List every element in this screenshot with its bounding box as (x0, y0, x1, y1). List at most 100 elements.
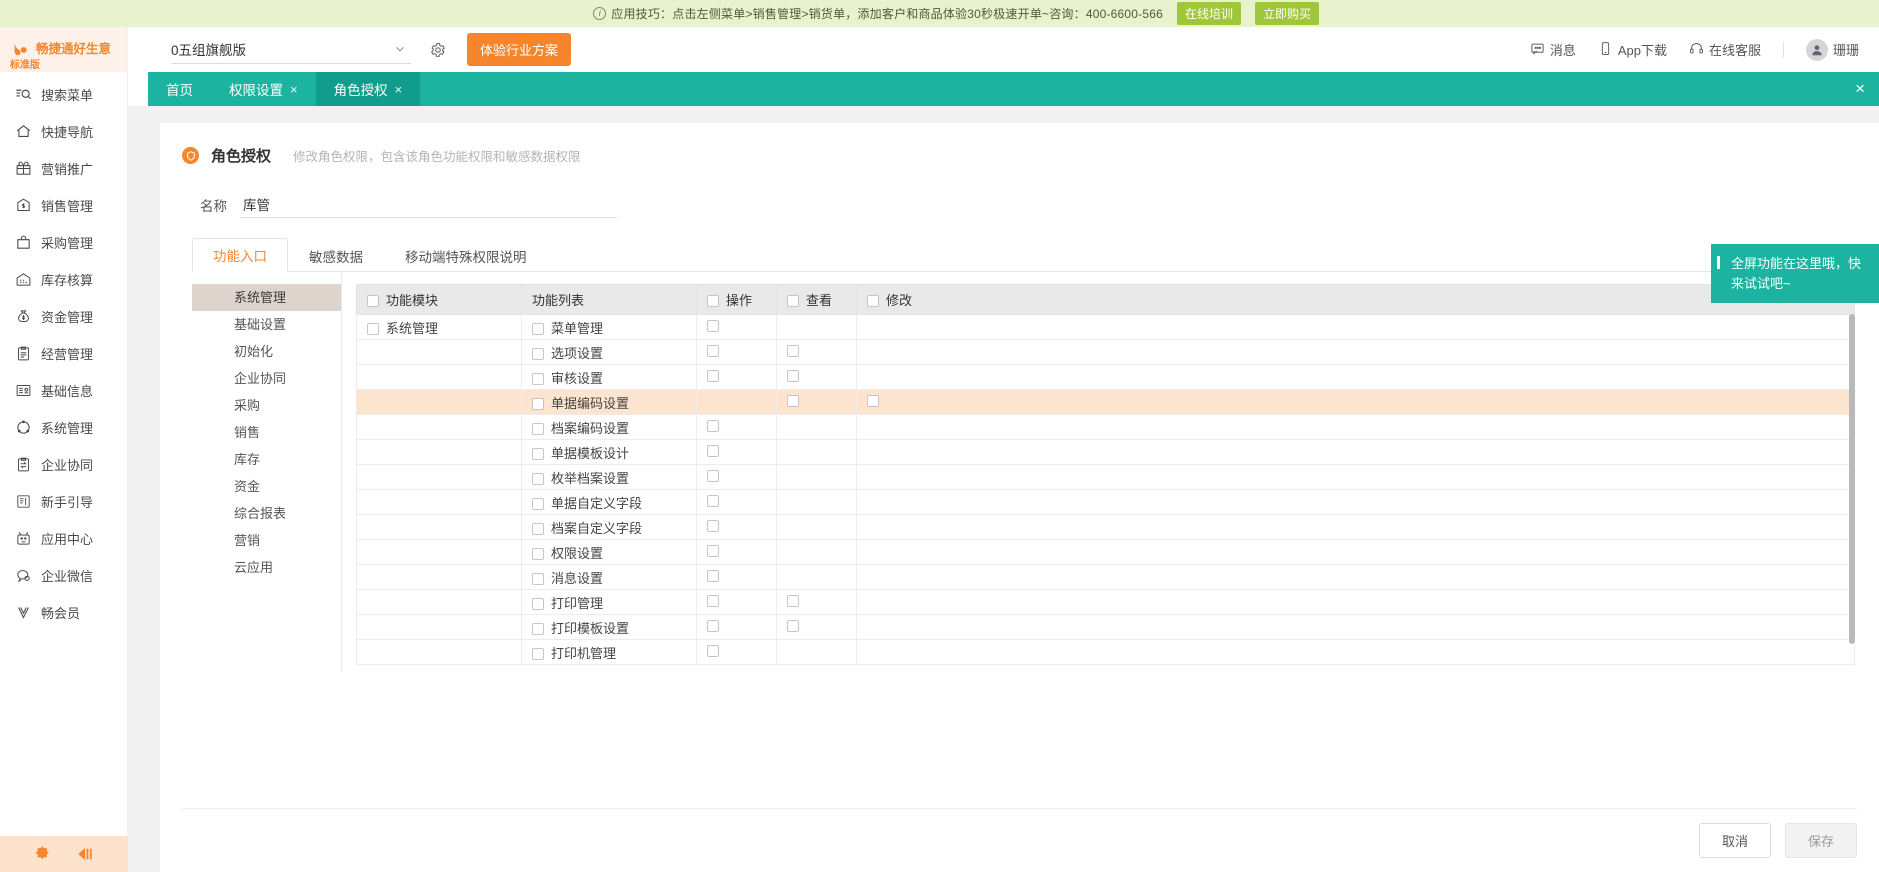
table-row[interactable]: 权限设置 (356, 539, 1855, 565)
row-checkbox[interactable] (532, 597, 544, 610)
online-training-button[interactable]: 在线培训 (1176, 2, 1241, 25)
table-row[interactable]: 档案自定义字段 (356, 514, 1855, 540)
row-checkbox[interactable] (367, 322, 379, 335)
tree-item-basic-settings[interactable]: 基础设置 (234, 317, 287, 332)
app-download-button[interactable]: App下载 (1598, 40, 1667, 59)
experience-industry-solution-button[interactable]: 体验行业方案 (467, 33, 572, 66)
tree-item-cloud-apps[interactable]: 云应用 (234, 560, 274, 575)
sidebar-item-quick-nav[interactable]: 快捷导航 (0, 113, 127, 150)
tree-item-sales[interactable]: 销售 (234, 425, 261, 440)
close-all-tabs-icon[interactable]: × (1855, 79, 1865, 98)
permission-checkbox[interactable] (707, 344, 719, 357)
sidebar-item-system[interactable]: 系统管理 (0, 409, 127, 446)
sidebar-item-operations[interactable]: 经营管理 (0, 335, 127, 372)
permission-checkbox[interactable] (707, 444, 719, 457)
table-row[interactable]: 单据自定义字段 (356, 489, 1855, 515)
table-row[interactable]: 选项设置 (356, 339, 1855, 365)
messages-button[interactable]: 消息 (1530, 40, 1576, 59)
tab-home[interactable]: 首页 (148, 72, 211, 106)
table-row[interactable]: 枚举档案设置 (356, 464, 1855, 490)
row-checkbox[interactable] (532, 472, 544, 485)
permission-checkbox[interactable] (787, 369, 799, 382)
sidebar-item-inventory[interactable]: 库存核算 (0, 261, 127, 298)
table-scrollbar[interactable] (1849, 314, 1855, 644)
role-name-input[interactable] (241, 192, 617, 218)
row-checkbox[interactable] (532, 547, 544, 560)
tree-item-system[interactable]: 系统管理 (192, 284, 341, 311)
permission-checkbox[interactable] (867, 394, 879, 407)
table-row[interactable]: 打印机管理 (356, 639, 1855, 665)
row-checkbox[interactable] (532, 522, 544, 535)
permission-checkbox[interactable] (707, 619, 719, 632)
sidebar-item-search[interactable]: 搜索菜单 (0, 76, 127, 113)
collapse-icon[interactable] (76, 845, 94, 863)
header-checkbox[interactable] (707, 295, 719, 307)
permission-checkbox[interactable] (707, 569, 719, 582)
permission-checkbox[interactable] (707, 419, 719, 432)
sidebar-item-wechat-work[interactable]: 企业微信 (0, 557, 127, 594)
row-checkbox[interactable] (532, 647, 544, 660)
table-row[interactable]: 打印管理 (356, 589, 1855, 615)
table-row[interactable]: 系统管理 菜单管理 (356, 314, 1855, 340)
table-row[interactable]: 消息设置 (356, 564, 1855, 590)
tree-item-inventory[interactable]: 库存 (234, 452, 261, 467)
row-checkbox[interactable] (532, 347, 544, 360)
permission-checkbox[interactable] (787, 344, 799, 357)
row-checkbox[interactable] (532, 447, 544, 460)
buy-now-button[interactable]: 立即购买 (1254, 2, 1319, 25)
sidebar-item-marketing[interactable]: 营销推广 (0, 150, 127, 187)
table-row[interactable]: 审核设置 (356, 364, 1855, 390)
tab-sensitive-data[interactable]: 敏感数据 (288, 239, 384, 272)
fullscreen-hint-banner[interactable]: 全屏功能在这里哦，快来试试吧~ (1711, 244, 1879, 303)
close-icon[interactable]: × (290, 81, 298, 97)
sidebar-item-purchase[interactable]: 采购管理 (0, 224, 127, 261)
sidebar-item-beginner-guide[interactable]: 新手引导 (0, 483, 127, 520)
table-row[interactable]: 单据编码设置 (356, 389, 1855, 415)
save-button[interactable]: 保存 (1785, 823, 1857, 858)
tree-item-funds[interactable]: 资金 (234, 479, 261, 494)
permission-checkbox[interactable] (707, 319, 719, 332)
row-checkbox[interactable] (532, 422, 544, 435)
permission-checkbox[interactable] (787, 619, 799, 632)
tree-item-purchase[interactable]: 采购 (234, 398, 261, 413)
tree-item-marketing[interactable]: 营销 (234, 533, 261, 548)
tab-permission-settings[interactable]: 权限设置 × (211, 72, 316, 106)
chevron-down-icon[interactable] (393, 42, 407, 56)
row-checkbox[interactable] (532, 497, 544, 510)
sidebar-item-finance[interactable]: 资金管理 (0, 298, 127, 335)
permission-checkbox[interactable] (707, 519, 719, 532)
permission-checkbox[interactable] (707, 594, 719, 607)
tree-item-reports[interactable]: 综合报表 (234, 506, 287, 521)
header-gear-icon[interactable] (429, 41, 447, 59)
permission-checkbox[interactable] (707, 644, 719, 657)
gear-icon[interactable] (34, 845, 52, 863)
table-row[interactable]: 档案编码设置 (356, 414, 1855, 440)
close-icon[interactable]: × (394, 81, 403, 97)
permission-checkbox[interactable] (787, 594, 799, 607)
permission-checkbox[interactable] (707, 544, 719, 557)
permission-checkbox[interactable] (707, 494, 719, 507)
tab-mobile-special-permission[interactable]: 移动端特殊权限说明 (384, 239, 548, 272)
tab-role-authorization[interactable]: 角色授权 × (315, 72, 421, 106)
tree-item-collaboration[interactable]: 企业协同 (234, 371, 287, 386)
online-support-button[interactable]: 在线客服 (1689, 40, 1761, 59)
row-checkbox[interactable] (532, 372, 544, 385)
permission-checkbox[interactable] (707, 469, 719, 482)
sidebar-item-collaboration[interactable]: 企业协同 (0, 446, 127, 483)
table-row[interactable]: 打印模板设置 (356, 614, 1855, 640)
user-menu[interactable]: 珊珊 (1805, 38, 1859, 61)
permission-checkbox[interactable] (787, 394, 799, 407)
header-checkbox[interactable] (367, 295, 379, 307)
cancel-button[interactable]: 取消 (1699, 823, 1771, 858)
tab-function-entry[interactable]: 功能入口 (192, 238, 288, 272)
sidebar-item-sales[interactable]: 销售管理 (0, 187, 127, 224)
sidebar-item-vip[interactable]: 畅会员 (0, 594, 127, 631)
permission-checkbox[interactable] (707, 369, 719, 382)
sidebar-item-app-center[interactable]: 应用中心 (0, 520, 127, 557)
sidebar-item-basic-info[interactable]: 基础信息 (0, 372, 127, 409)
row-checkbox[interactable] (532, 622, 544, 635)
row-checkbox[interactable] (532, 397, 544, 410)
row-checkbox[interactable] (532, 322, 544, 335)
tree-item-initialization[interactable]: 初始化 (234, 344, 274, 359)
table-row[interactable]: 单据模板设计 (356, 439, 1855, 465)
